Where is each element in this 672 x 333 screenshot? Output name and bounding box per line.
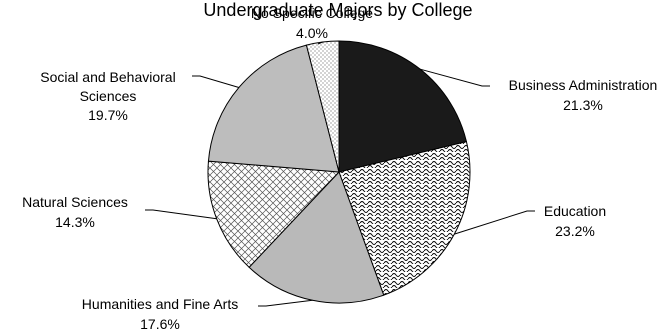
slice-value-humanities-and-fine-arts: 17.6%	[140, 316, 180, 332]
slice-name-natural-sciences: Natural Sciences	[22, 194, 128, 210]
leader-lines	[145, 41, 535, 307]
pie-slice-natural-sciences	[207, 160, 341, 268]
leader-line-natural-sciences	[145, 209, 217, 220]
slice-label-natural-sciences: Natural Sciences 14.3%	[22, 194, 128, 230]
chart-title: Undergraduate Majors by College	[203, 0, 472, 20]
leader-line-no-specific-college	[317, 41, 323, 45]
slice-name-humanities-and-fine-arts: Humanities and Fine Arts	[82, 296, 238, 312]
leader-line-social-and-behavioral-sciences	[192, 75, 240, 88]
leader-line-education	[454, 210, 535, 235]
slice-label-social-and-behavioral-sciences: Social and Behavioral Sciences 19.7%	[40, 69, 175, 123]
pie-slices	[207, 40, 471, 304]
slice-label-business-administration: Business Administration 21.3%	[509, 77, 658, 113]
pie-slice-social-and-behavioral-sciences	[207, 44, 340, 173]
pie-slice-education	[338, 141, 471, 296]
slice-value-social-and-behavioral-sciences: 19.7%	[88, 107, 128, 123]
slice-name-social-and-behavioral-sciences-line2: Sciences	[80, 88, 137, 104]
slice-name-education: Education	[544, 203, 606, 219]
leader-line-humanities-and-fine-arts	[258, 299, 313, 307]
slice-value-education: 23.2%	[555, 223, 595, 239]
slice-value-natural-sciences: 14.3%	[55, 214, 95, 230]
slice-value-business-administration: 21.3%	[563, 97, 603, 113]
pie-slice-business-administration	[338, 40, 468, 173]
slice-value-no-specific-college: 4.0%	[296, 25, 328, 41]
slice-name-business-administration: Business Administration	[509, 77, 658, 93]
slice-label-humanities-and-fine-arts: Humanities and Fine Arts 17.6%	[82, 296, 238, 332]
slice-name-no-specific-college: No Specific College	[251, 5, 373, 21]
slice-label-no-specific-college: No Specific College 4.0%	[251, 5, 373, 41]
slice-label-education: Education 23.2%	[544, 203, 606, 239]
slice-name-social-and-behavioral-sciences-line1: Social and Behavioral	[40, 69, 175, 85]
leader-line-business-administration	[420, 68, 490, 87]
